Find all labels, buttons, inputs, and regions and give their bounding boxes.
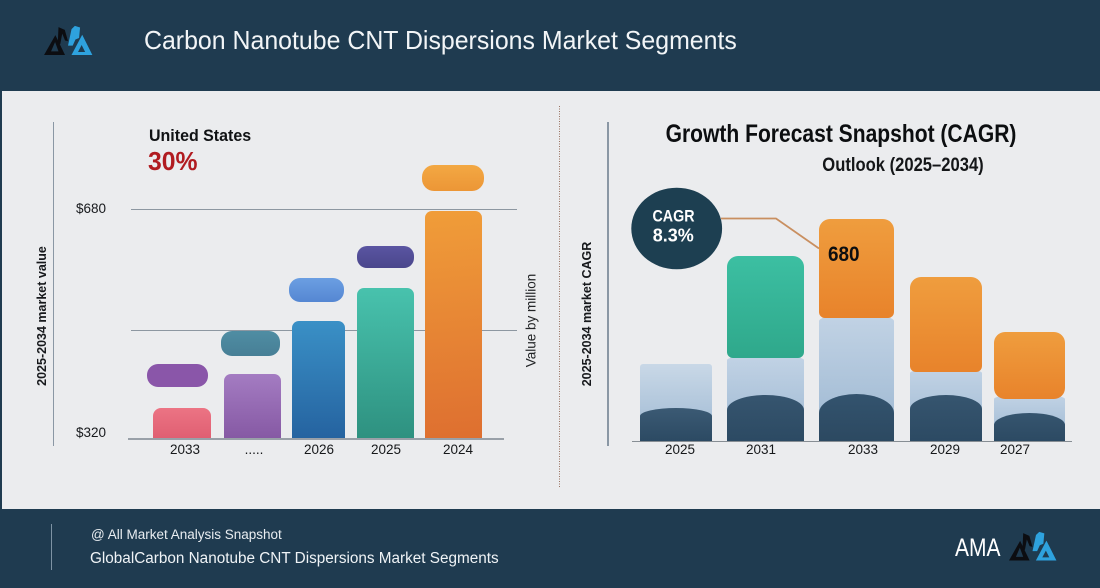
svg-text:8.3%: 8.3% [653,225,694,245]
svg-text:CAGR: CAGR [652,208,694,226]
